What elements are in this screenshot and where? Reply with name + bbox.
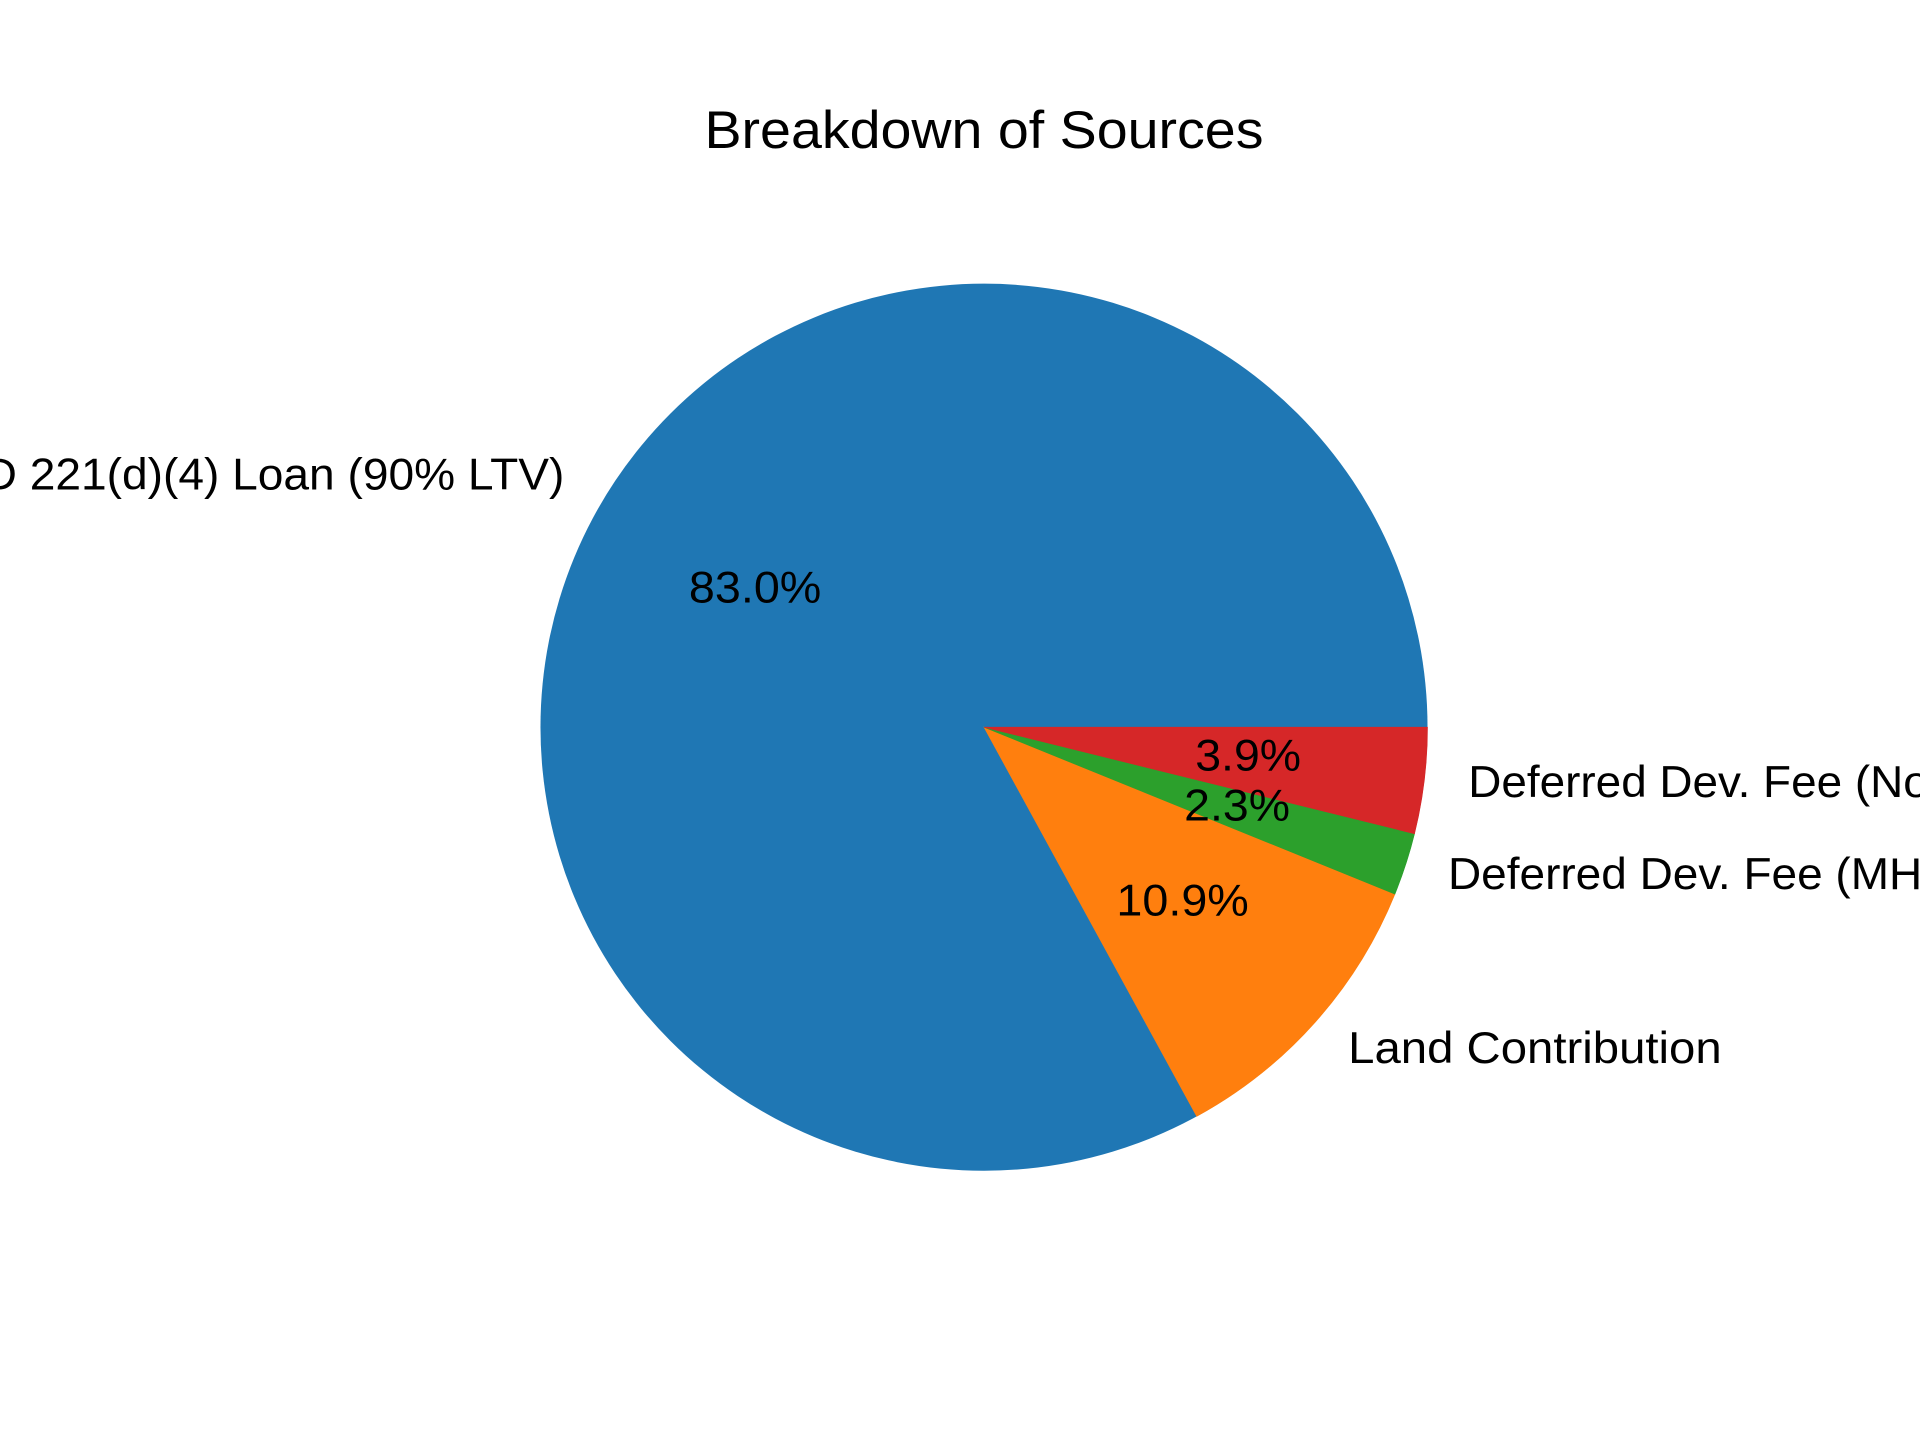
svg-text:HUD 221(d)(4) Loan (90% LTV): HUD 221(d)(4) Loan (90% LTV) [0, 450, 564, 499]
svg-text:2.3%: 2.3% [1184, 781, 1290, 830]
svg-text:3.9%: 3.9% [1195, 731, 1301, 780]
svg-text:Deferred Dev. Fee (MHDC): Deferred Dev. Fee (MHDC) [1448, 850, 1920, 899]
svg-text:Land Contribution: Land Contribution [1348, 1024, 1722, 1073]
svg-text:83.0%: 83.0% [689, 563, 821, 612]
svg-text:10.9%: 10.9% [1116, 876, 1248, 925]
svg-text:Deferred Dev. Fee (Non-MHDC): Deferred Dev. Fee (Non-MHDC) [1468, 758, 1920, 807]
svg-text:Breakdown of Sources: Breakdown of Sources [705, 101, 1264, 160]
